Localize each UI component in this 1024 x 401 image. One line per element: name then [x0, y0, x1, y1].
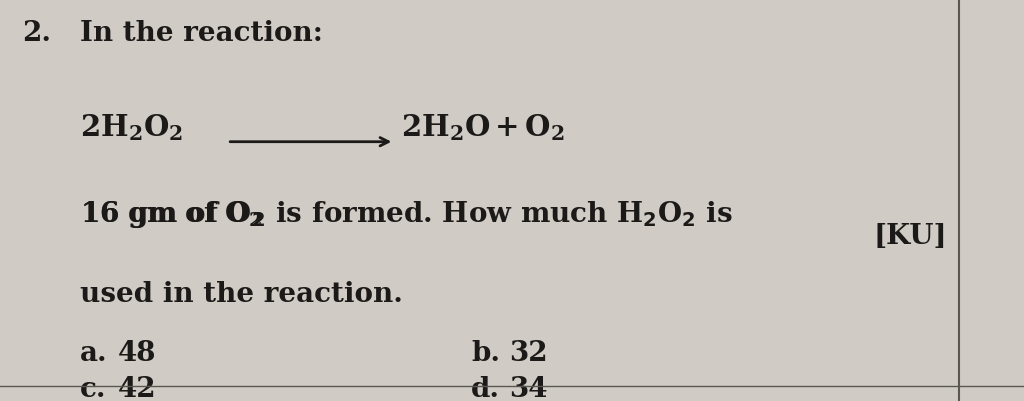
Text: 16 gm of O$_\mathbf{2}$ is formed. How much H$_\mathbf{2}$O$_\mathbf{2}$ is: 16 gm of O$_\mathbf{2}$ is formed. How m… [80, 198, 732, 229]
Text: $\mathbf{16\ gm\ of\ O_2}$: $\mathbf{16\ gm\ of\ O_2}$ [80, 198, 265, 229]
Text: In the reaction:: In the reaction: [80, 20, 323, 47]
Text: used in the reaction.: used in the reaction. [80, 281, 402, 308]
Text: 48: 48 [118, 339, 157, 366]
Text: b.: b. [471, 339, 500, 366]
Text: 2.: 2. [23, 20, 51, 47]
Text: a.: a. [80, 339, 108, 366]
Text: c.: c. [80, 375, 106, 401]
Text: 32: 32 [509, 339, 548, 366]
Text: [KU]: [KU] [873, 223, 947, 249]
Text: $\mathbf{2H_2O_2}$: $\mathbf{2H_2O_2}$ [80, 112, 183, 143]
Text: d.: d. [471, 375, 500, 401]
Text: 34: 34 [509, 375, 548, 401]
Text: 42: 42 [118, 375, 157, 401]
Text: $\mathbf{2H_2O + O_2}$: $\mathbf{2H_2O + O_2}$ [401, 112, 565, 143]
